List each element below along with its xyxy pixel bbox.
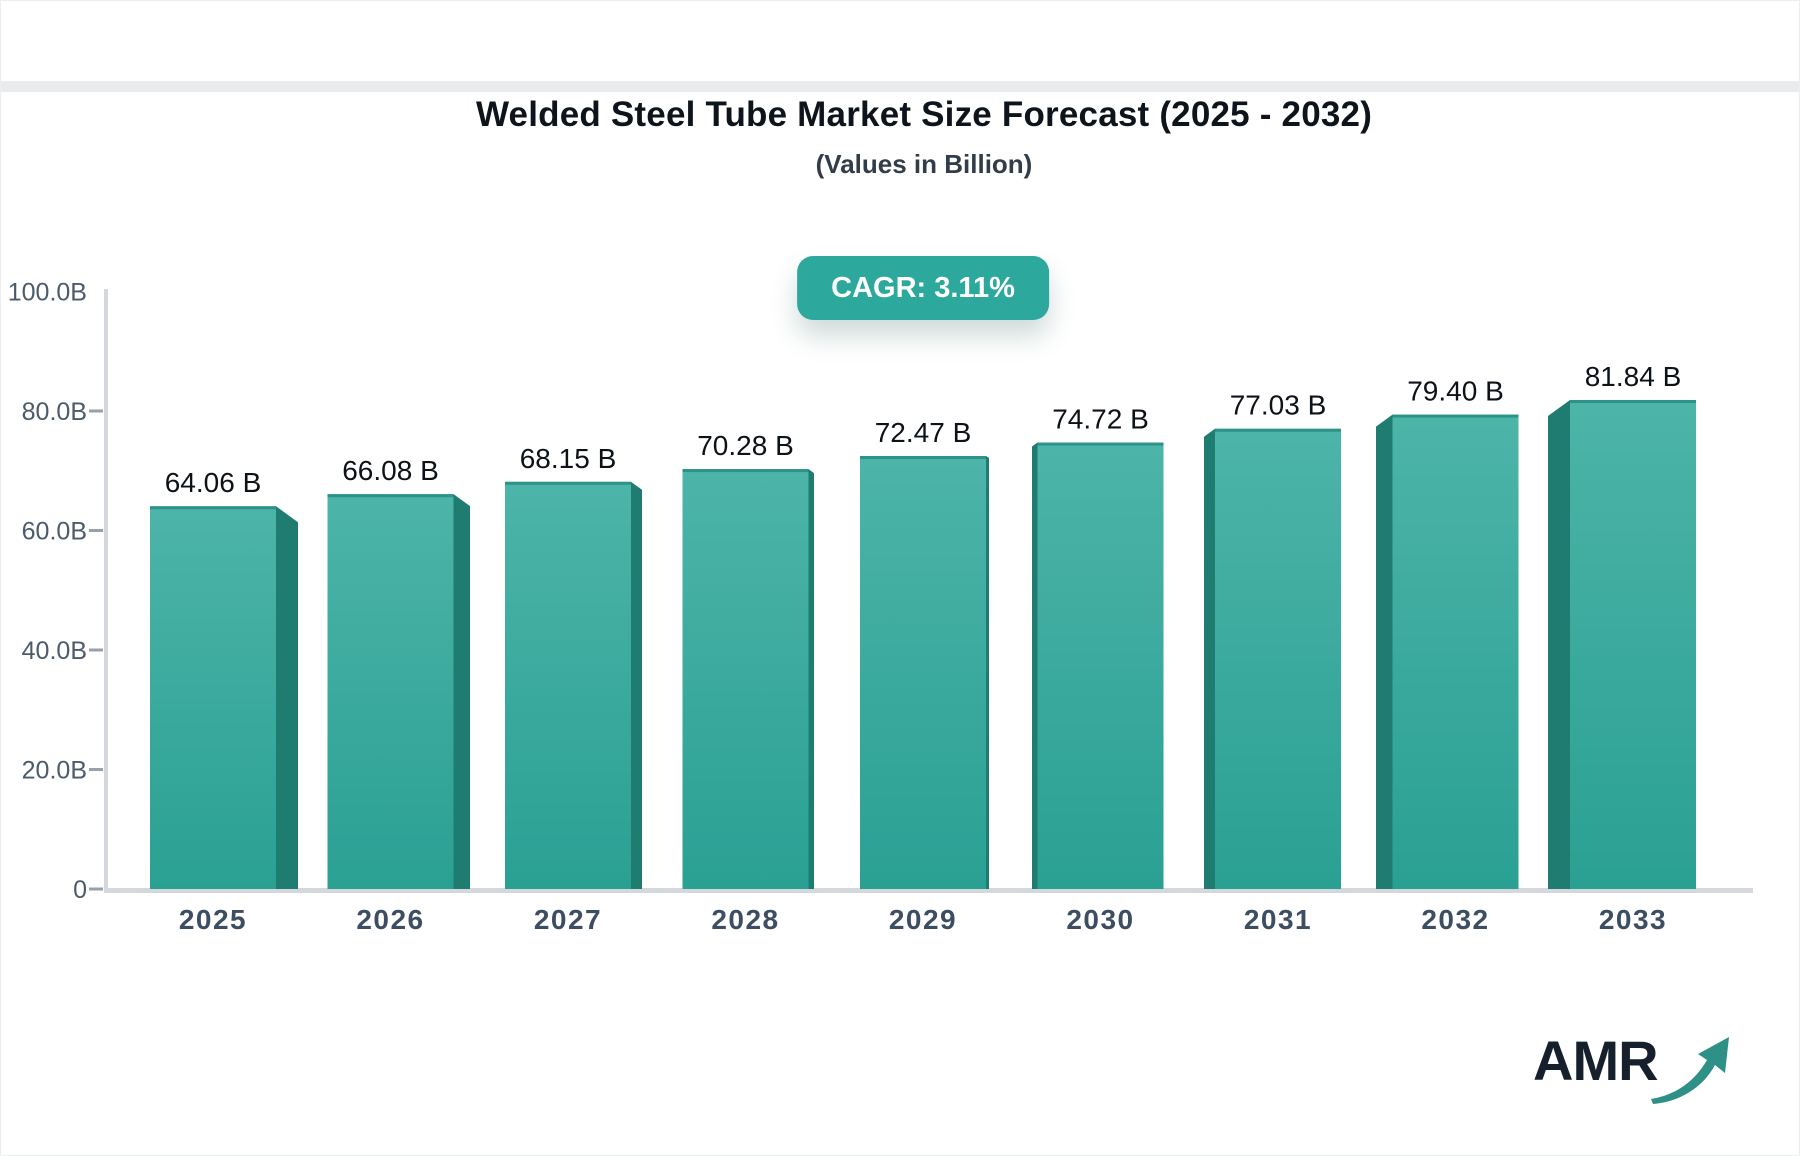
bar-side-face — [631, 481, 642, 889]
y-axis-tick-label: 40.0B — [22, 637, 87, 665]
bar-top-edge — [682, 469, 809, 473]
x-axis-year-label: 2025 — [179, 904, 247, 935]
bar-value-label: 79.40 B — [1407, 376, 1504, 407]
x-axis-year-label: 2030 — [1066, 904, 1134, 935]
bar-2026: 66.08 B 2026 — [327, 455, 470, 935]
bar-value-label: 72.47 B — [875, 417, 972, 448]
bar-value-label: 77.03 B — [1230, 390, 1327, 421]
x-axis-line — [104, 888, 1753, 893]
bar-front-face — [1570, 400, 1696, 889]
x-axis-year-label: 2033 — [1599, 904, 1667, 935]
bar-top-edge — [1392, 414, 1519, 418]
bar-front-face — [682, 469, 809, 889]
bar-side-face — [1548, 400, 1570, 889]
bar-top-edge — [327, 494, 454, 498]
bar-value-label: 74.72 B — [1052, 404, 1149, 435]
bar-front-face — [1392, 414, 1519, 889]
y-axis-tick-mark — [89, 887, 103, 891]
bar-side-face — [1204, 428, 1215, 889]
bar-2031: 77.03 B 2031 — [1204, 390, 1341, 935]
bar-top-edge — [860, 455, 986, 459]
bar-2030: 74.72 B 2030 — [1032, 404, 1164, 935]
bar-2027: 68.15 B 2027 — [505, 443, 642, 935]
y-axis-tick-mark — [89, 648, 103, 652]
y-axis-line — [104, 289, 108, 893]
bar-value-label: 66.08 B — [342, 455, 439, 486]
bar-2029: 72.47 B 2029 — [860, 417, 989, 935]
y-axis-tick-label: 100.0B — [8, 279, 87, 307]
bar-top-edge — [150, 506, 276, 510]
bar-2025: 64.06 B 2025 — [150, 467, 298, 935]
x-axis-year-label: 2026 — [356, 904, 424, 935]
bar-front-face — [860, 455, 986, 889]
bar-front-face — [1215, 428, 1341, 889]
y-axis-tick-label: 0 — [73, 876, 87, 904]
bar-front-face — [327, 494, 454, 889]
bar-front-face — [150, 506, 276, 889]
y-axis-tick-label: 60.0B — [22, 518, 87, 546]
x-axis-year-label: 2032 — [1421, 904, 1489, 935]
bar-value-label: 70.28 B — [697, 430, 794, 461]
bar-2032: 79.40 B 2032 — [1376, 376, 1519, 935]
bar-top-edge — [1570, 400, 1696, 404]
bar-front-face — [1037, 442, 1164, 889]
bar-side-face — [808, 469, 814, 889]
amr-logo-text: AMR — [1533, 1029, 1659, 1092]
bar-side-face — [986, 455, 989, 889]
bar-value-label: 68.15 B — [520, 443, 617, 474]
bar-side-face — [453, 494, 470, 889]
x-axis-year-label: 2028 — [711, 904, 779, 935]
bar-2028: 70.28 B 2028 — [682, 430, 814, 935]
bar-top-edge — [1037, 442, 1164, 446]
cagr-badge: CAGR: 3.11% — [797, 256, 1049, 320]
x-axis-year-label: 2029 — [889, 904, 957, 935]
bar-side-face — [1376, 414, 1393, 889]
y-axis-tick-mark — [89, 409, 103, 413]
bar-top-edge — [505, 481, 631, 485]
bar-value-label: 64.06 B — [165, 467, 262, 498]
top-divider — [1, 81, 1799, 92]
bar-value-label: 81.84 B — [1585, 361, 1682, 392]
y-axis-tick-mark — [89, 768, 103, 771]
x-axis-year-label: 2031 — [1244, 904, 1312, 935]
amr-logo: AMR — [1533, 1031, 1730, 1107]
chart-title: Welded Steel Tube Market Size Forecast (… — [475, 95, 1373, 134]
bar-top-edge — [1215, 428, 1341, 432]
bar-front-face — [505, 481, 631, 889]
y-axis-tick-label: 80.0B — [22, 398, 87, 426]
bar-2033: 81.84 B 2033 — [1548, 361, 1696, 935]
y-axis-tick-mark — [89, 529, 103, 532]
x-axis-year-label: 2027 — [534, 904, 602, 935]
y-axis-tick-label: 20.0B — [22, 757, 87, 785]
bar-side-face — [1032, 442, 1038, 889]
chart-subtitle: (Values in Billion) — [815, 149, 1033, 179]
bar-side-face — [276, 506, 298, 889]
growth-arrow-icon — [1650, 1037, 1729, 1104]
